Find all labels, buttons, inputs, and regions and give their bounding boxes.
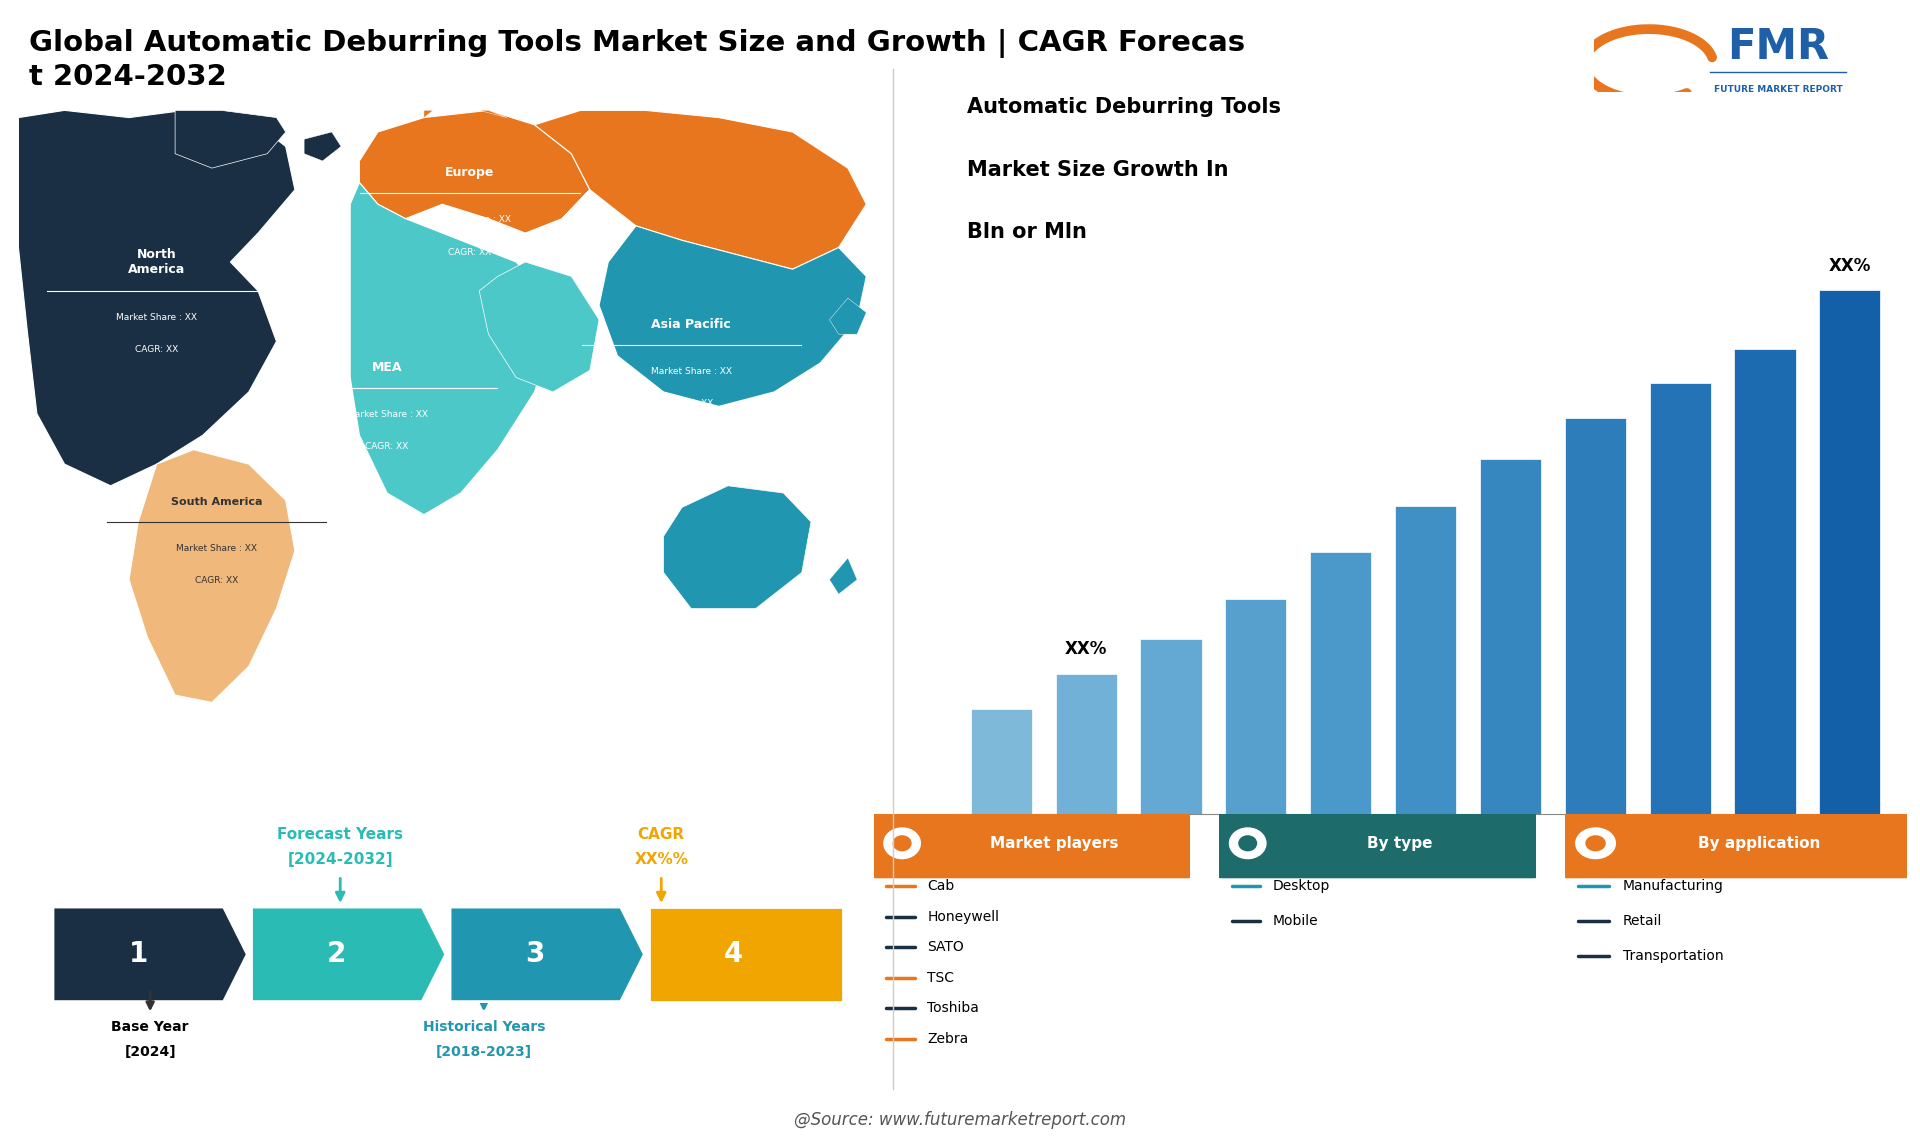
Text: CAGR: CAGR xyxy=(637,827,685,842)
FancyBboxPatch shape xyxy=(864,808,1200,878)
Bar xyxy=(1649,384,1711,814)
Text: Zebra: Zebra xyxy=(927,1033,970,1046)
Text: Manufacturing: Manufacturing xyxy=(1622,879,1724,894)
Text: North
America: North America xyxy=(129,249,186,276)
Text: Market Share : XX: Market Share : XX xyxy=(177,543,257,552)
Text: 4: 4 xyxy=(724,941,743,968)
Text: Historical Years: Historical Years xyxy=(422,1020,545,1034)
FancyBboxPatch shape xyxy=(868,811,1196,1089)
Circle shape xyxy=(883,826,922,860)
Text: XX%: XX% xyxy=(1066,641,1108,659)
FancyBboxPatch shape xyxy=(1210,808,1546,878)
Text: Base Year: Base Year xyxy=(111,1020,188,1034)
Text: XX%: XX% xyxy=(1828,257,1872,275)
Bar xyxy=(1140,639,1202,814)
Bar xyxy=(972,709,1031,814)
Text: Market Share : XX: Market Share : XX xyxy=(117,313,198,322)
Text: Automatic Deburring Tools: Automatic Deburring Tools xyxy=(968,97,1281,117)
Text: CAGR: XX: CAGR: XX xyxy=(134,345,179,354)
Text: CAGR: XX: CAGR: XX xyxy=(365,442,409,452)
Text: MEA: MEA xyxy=(372,361,403,374)
FancyBboxPatch shape xyxy=(1557,811,1914,1089)
Text: Transportation: Transportation xyxy=(1622,949,1724,964)
Text: [2024-2032]: [2024-2032] xyxy=(288,853,394,868)
Text: SATO: SATO xyxy=(927,941,964,955)
Text: Global Automatic Deburring Tools Market Size and Growth | CAGR Forecas: Global Automatic Deburring Tools Market … xyxy=(29,29,1244,57)
Polygon shape xyxy=(534,110,866,269)
Circle shape xyxy=(1586,835,1605,851)
Text: By type: By type xyxy=(1367,835,1432,850)
Polygon shape xyxy=(349,182,553,515)
Polygon shape xyxy=(664,486,810,609)
Polygon shape xyxy=(19,110,296,486)
Circle shape xyxy=(1238,835,1258,851)
Text: CAGR: XX: CAGR: XX xyxy=(670,399,712,408)
Circle shape xyxy=(1574,826,1617,860)
Text: Market Share : XX: Market Share : XX xyxy=(651,367,732,376)
Text: Retail: Retail xyxy=(1622,915,1663,928)
Bar xyxy=(1480,460,1542,814)
Bar xyxy=(1396,505,1455,814)
FancyBboxPatch shape xyxy=(1555,808,1916,878)
Text: FMR: FMR xyxy=(1726,25,1830,68)
Bar xyxy=(1056,674,1117,814)
Polygon shape xyxy=(252,908,445,1002)
Text: Toshiba: Toshiba xyxy=(927,1002,979,1015)
Text: South America: South America xyxy=(171,497,263,508)
Text: FUTURE MARKET REPORT: FUTURE MARKET REPORT xyxy=(1713,85,1843,94)
Polygon shape xyxy=(424,110,507,118)
Text: 1: 1 xyxy=(129,941,148,968)
Text: Desktop: Desktop xyxy=(1273,879,1331,894)
Polygon shape xyxy=(449,908,645,1002)
Polygon shape xyxy=(649,908,843,1002)
Text: Market Share : XX: Market Share : XX xyxy=(430,215,511,225)
Text: Market Share : XX: Market Share : XX xyxy=(348,410,428,419)
Polygon shape xyxy=(599,226,866,407)
Text: CAGR: XX: CAGR: XX xyxy=(449,248,492,257)
Text: Honeywell: Honeywell xyxy=(927,910,1000,924)
Circle shape xyxy=(893,835,912,851)
Polygon shape xyxy=(129,449,296,702)
Polygon shape xyxy=(359,110,589,233)
Polygon shape xyxy=(480,262,599,392)
Text: CAGR: XX: CAGR: XX xyxy=(196,576,238,586)
Bar xyxy=(1309,552,1371,814)
Text: @Source: www.futuremarketreport.com: @Source: www.futuremarketreport.com xyxy=(795,1112,1125,1129)
Text: TSC: TSC xyxy=(927,971,954,984)
Text: Market Size Growth In: Market Size Growth In xyxy=(968,159,1229,180)
Text: [2018-2023]: [2018-2023] xyxy=(436,1045,532,1059)
Polygon shape xyxy=(829,298,866,335)
Text: 2: 2 xyxy=(326,941,346,968)
Text: Forecast Years: Forecast Years xyxy=(276,827,403,842)
Text: Mobile: Mobile xyxy=(1273,915,1319,928)
Bar xyxy=(1565,418,1626,814)
Circle shape xyxy=(1229,826,1267,860)
Text: By application: By application xyxy=(1699,835,1820,850)
Bar xyxy=(1734,348,1795,814)
Text: Bln or Mln: Bln or Mln xyxy=(968,222,1087,243)
Text: 3: 3 xyxy=(526,941,545,968)
Bar xyxy=(1820,290,1880,814)
Text: Europe: Europe xyxy=(445,166,495,179)
Text: XX%%: XX%% xyxy=(634,853,687,868)
Polygon shape xyxy=(54,908,248,1002)
Text: t 2024-2032: t 2024-2032 xyxy=(29,63,227,91)
Text: Market players: Market players xyxy=(991,835,1119,850)
Text: Cab: Cab xyxy=(927,879,954,894)
Polygon shape xyxy=(303,132,342,160)
Text: [2024]: [2024] xyxy=(125,1045,177,1059)
FancyBboxPatch shape xyxy=(1213,811,1542,1089)
Polygon shape xyxy=(829,558,856,594)
Text: Asia Pacific: Asia Pacific xyxy=(651,317,732,330)
Bar xyxy=(1225,598,1286,814)
Polygon shape xyxy=(175,110,286,168)
